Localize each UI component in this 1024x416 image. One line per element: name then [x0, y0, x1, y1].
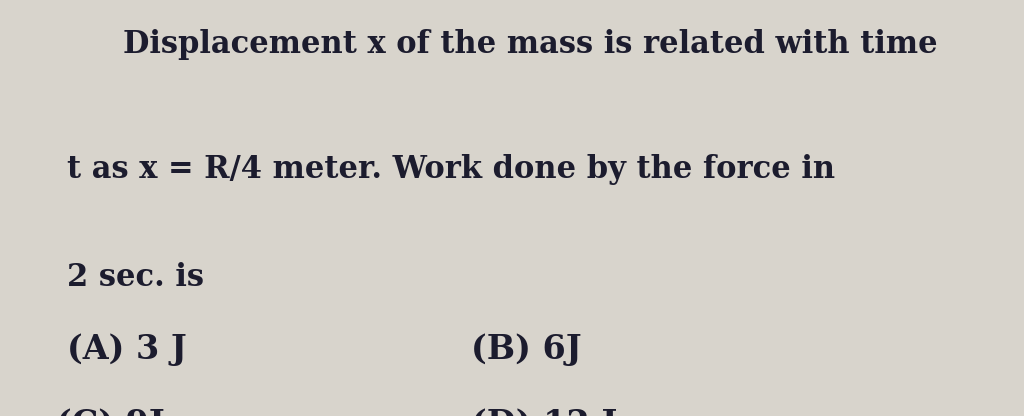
Text: (A) 3 J: (A) 3 J	[67, 333, 186, 366]
Text: (B) 6J: (B) 6J	[471, 333, 582, 366]
Text: t as x = R/4 meter. Work done by the force in: t as x = R/4 meter. Work done by the for…	[67, 154, 835, 185]
Text: (D) 12 J: (D) 12 J	[471, 408, 617, 416]
Text: 2 sec. is: 2 sec. is	[67, 262, 204, 293]
Text: (C) 9J: (C) 9J	[56, 408, 165, 416]
Text: Displacement x of the mass is related with time: Displacement x of the mass is related wi…	[123, 29, 938, 60]
